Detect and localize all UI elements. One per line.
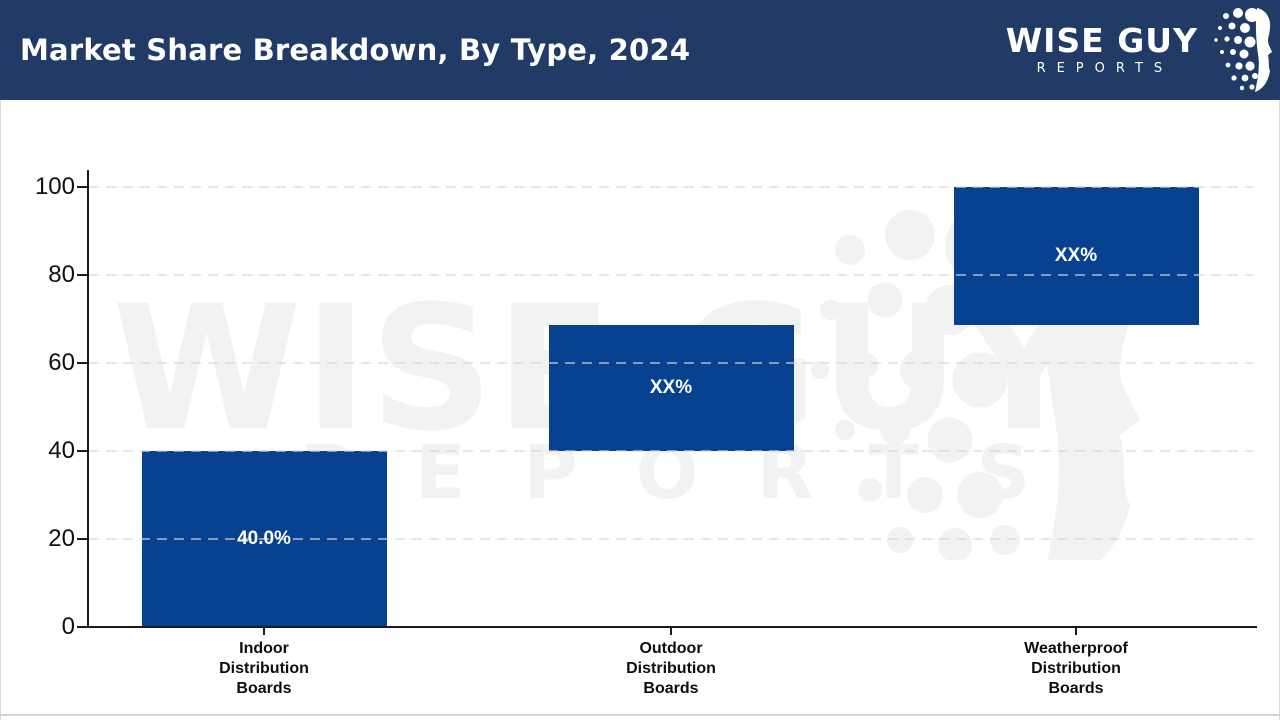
bar-outdoor-distribution-boards [548, 325, 794, 451]
x-category-label: Indoor Distribution Boards [219, 639, 309, 699]
plot-area: 0 20 40 60 80 100 40.0% XX% XX% Indoor Distributio… [0, 100, 1280, 720]
gridline-y-80 [89, 274, 1253, 276]
x-category-label-line: Boards [1048, 680, 1104, 697]
gridline-y-20 [89, 538, 1253, 540]
logo-face-icon [1214, 8, 1272, 92]
bar-value-label: XX% [649, 377, 693, 399]
y-tick-label-0: 0 [61, 613, 75, 640]
x-category-label: Weatherproof Distribution Boards [1024, 639, 1128, 699]
x-category-label-line: Boards [236, 680, 292, 697]
x-tick-1 [263, 628, 265, 635]
y-tick-40 [77, 450, 87, 452]
x-axis-spine [87, 626, 1257, 628]
x-category-label-line: Outdoor [639, 640, 703, 657]
x-category-label: Outdoor Distribution Boards [626, 639, 716, 699]
logo-text: WISE GUY REPORTS [1006, 24, 1198, 76]
y-tick-0 [77, 626, 87, 628]
chart-title: Market Share Breakdown, By Type, 2024 [20, 33, 691, 67]
y-tick-100 [77, 186, 87, 188]
x-category-label-line: Indoor [239, 640, 289, 657]
y-tick-80 [77, 274, 87, 276]
bar-value-label: XX% [1054, 245, 1098, 267]
x-tick-2 [670, 628, 672, 635]
y-tick-60 [77, 362, 87, 364]
frame-bottom-border [0, 714, 1280, 716]
y-axis-spine [87, 170, 89, 628]
bar-weatherproof-distribution-boards [953, 187, 1199, 326]
x-category-label-line: Distribution [626, 660, 716, 677]
logo-subtext: REPORTS [1036, 61, 1174, 76]
logo-wordmark: WISE GUY [1005, 21, 1198, 60]
x-category-label-line: Boards [643, 680, 699, 697]
x-category-label-line: Weatherproof [1024, 640, 1128, 657]
x-category-label-line: Distribution [219, 660, 309, 677]
y-tick-label-80: 80 [48, 261, 75, 288]
y-tick-20 [77, 538, 87, 540]
gridline-y-40 [89, 450, 1253, 452]
y-tick-label-100: 100 [34, 173, 75, 200]
y-tick-label-60: 60 [48, 349, 75, 376]
frame-left-border [0, 100, 1, 720]
y-tick-label-40: 40 [48, 437, 75, 464]
bar-value-label: 40.0% [237, 528, 291, 549]
gridline-y-60 [89, 362, 1253, 364]
y-tick-label-20: 20 [48, 525, 75, 552]
wiseguy-logo: WISE GUY REPORTS [1006, 6, 1272, 94]
header-bar: Market Share Breakdown, By Type, 2024 WI… [0, 0, 1280, 100]
gridline-y-100 [89, 186, 1253, 188]
x-category-label-line: Distribution [1031, 660, 1121, 677]
x-tick-3 [1075, 628, 1077, 635]
